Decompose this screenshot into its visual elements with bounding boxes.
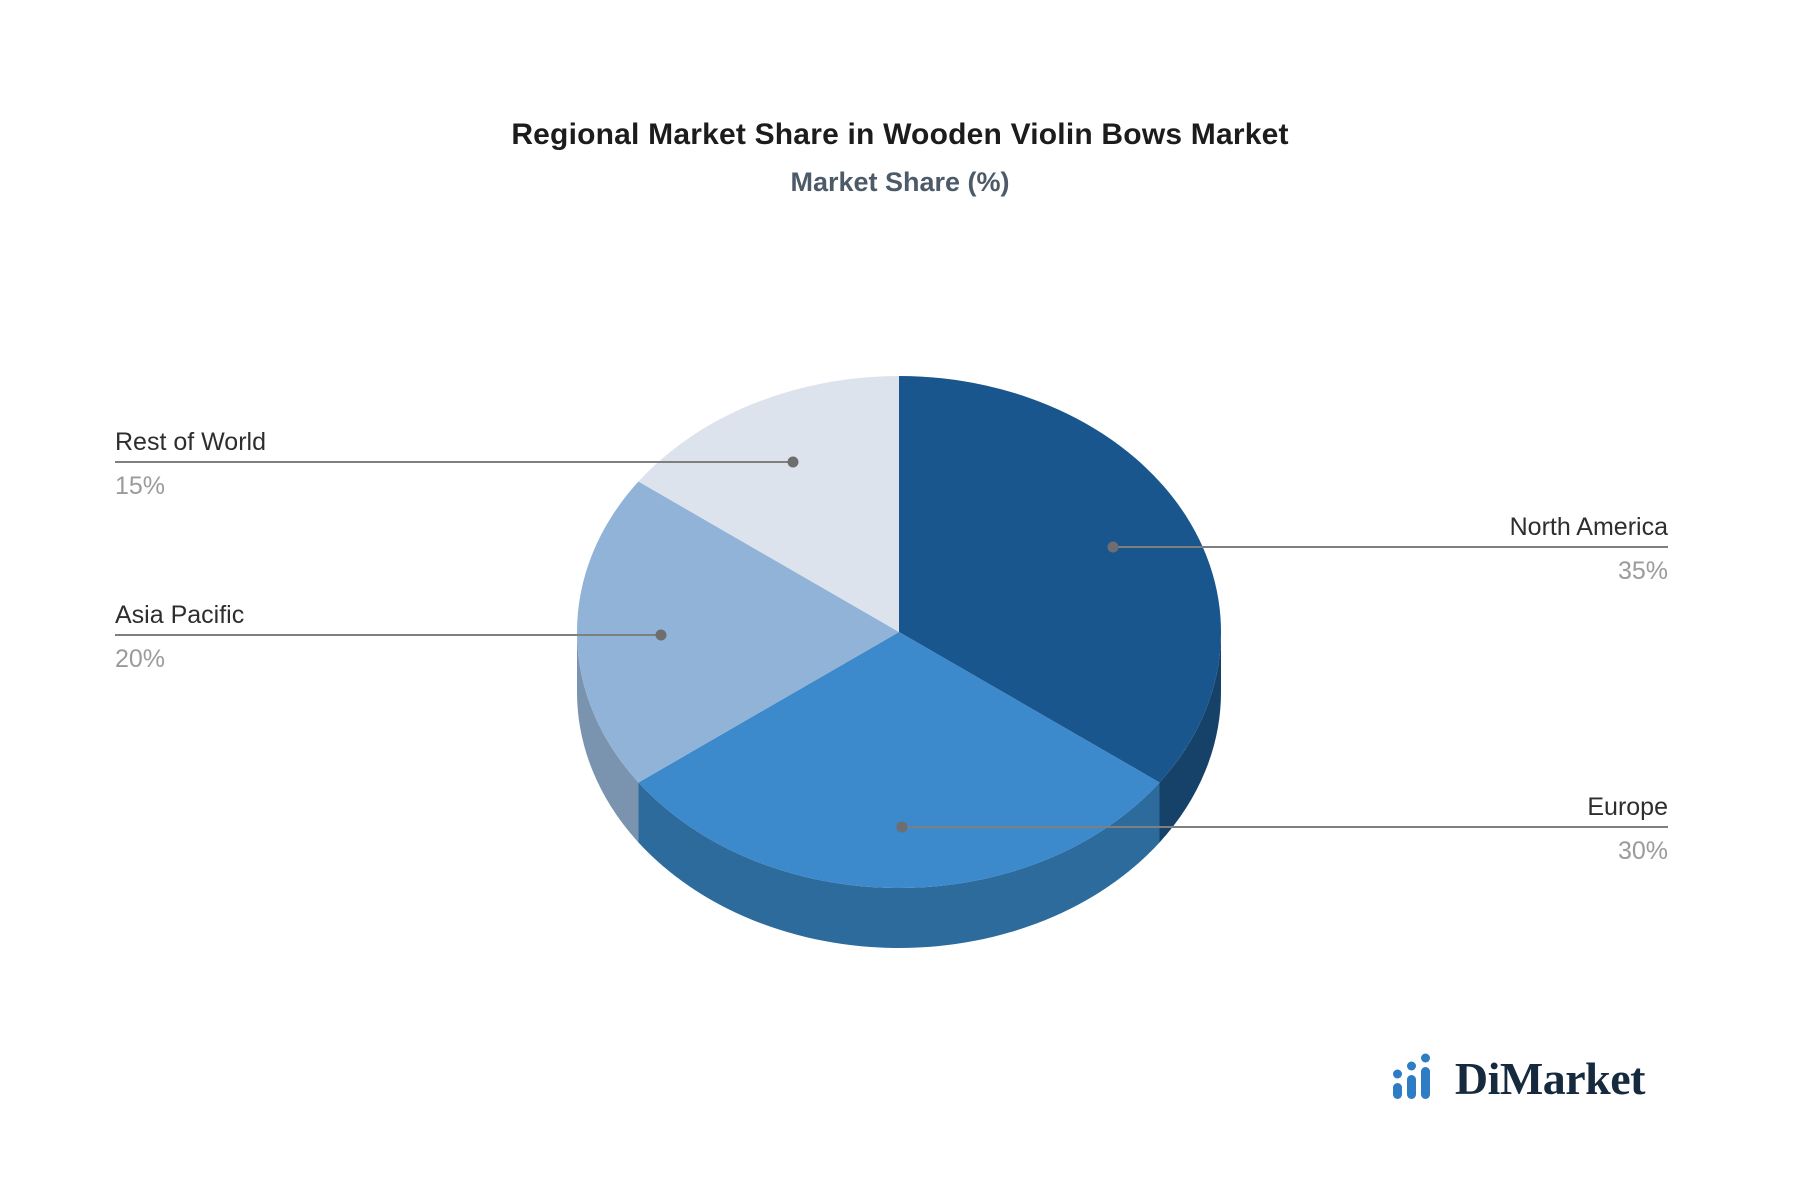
slice-label: Europe xyxy=(1587,793,1668,821)
slice-percent: 15% xyxy=(115,472,166,500)
leader-dot-north-america xyxy=(1107,541,1119,553)
pie-slice-europe[interactable] xyxy=(638,632,1160,889)
leader-dot-rest-of-world xyxy=(787,456,799,468)
slice-label: North America xyxy=(1509,513,1668,541)
chart-title: Regional Market Share in Wooden Violin B… xyxy=(511,118,1289,151)
slice-label: Asia Pacific xyxy=(115,601,245,629)
pie-slice-rest-of-world[interactable] xyxy=(638,376,899,632)
brand-logo: DiMarket xyxy=(1387,1053,1646,1105)
callout-north-america: North America 35% xyxy=(1510,512,1668,586)
pie-slice-wall-europe xyxy=(638,782,1160,948)
callout-asia-pacific: Asia Pacific 20% xyxy=(115,600,244,674)
slice-percent: 35% xyxy=(1617,557,1668,585)
callout-rest-of-world: Rest of World 15% xyxy=(115,427,266,501)
pie-slice-asia-pacific[interactable] xyxy=(577,481,899,783)
slice-percent: 30% xyxy=(1617,837,1668,865)
leader-dot-europe xyxy=(896,821,908,833)
chart-subtitle: Market Share (%) xyxy=(790,167,1010,197)
bar-chart-logo-icon xyxy=(1392,1053,1430,1099)
pie-slice-wall-north-america xyxy=(1159,632,1221,843)
pie-slice-wall-asia-pacific xyxy=(577,632,639,843)
pie-slice-north-america[interactable] xyxy=(899,376,1221,783)
slice-percent: 20% xyxy=(115,645,166,673)
callout-europe: Europe 30% xyxy=(1587,792,1668,866)
brand-logo-text: DiMarket xyxy=(1454,1053,1646,1104)
leader-dot-asia-pacific xyxy=(655,629,667,641)
slice-label: Rest of World xyxy=(115,428,266,456)
